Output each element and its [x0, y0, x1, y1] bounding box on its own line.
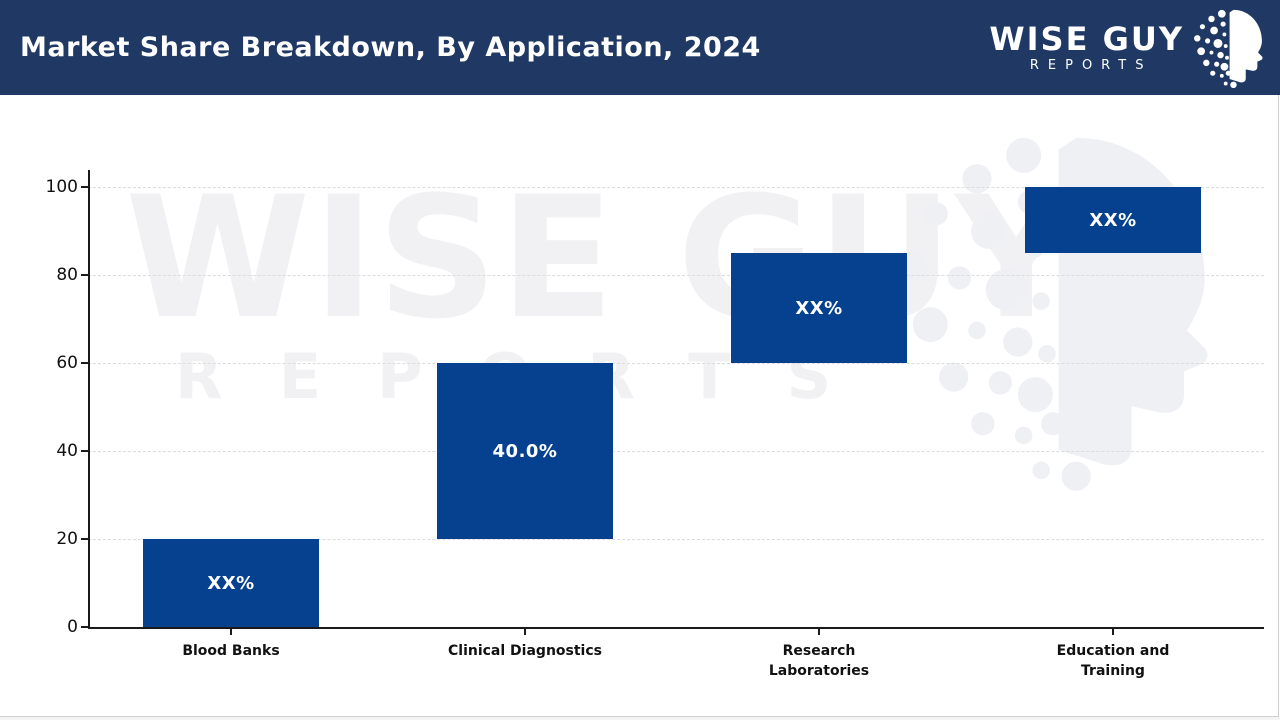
bar-education-and-training: XX%	[1025, 187, 1201, 253]
x-tick-mark	[230, 629, 232, 635]
brand-wordmark: WISE GUY REPORTS	[989, 23, 1184, 73]
x-category-label: Clinical Diagnostics	[448, 643, 602, 659]
y-tick-label: 80	[56, 265, 78, 285]
y-tick-mark	[81, 274, 88, 276]
brand-logo: WISE GUY REPORTS	[989, 6, 1266, 90]
watermark-head-icon	[872, 120, 1222, 500]
y-tick-mark	[81, 362, 88, 364]
y-gridline	[88, 363, 1264, 364]
bar-value-label: XX%	[1089, 209, 1137, 231]
x-category-label: Education and Training	[1056, 643, 1170, 680]
y-gridline	[88, 187, 1264, 188]
y-tick-label: 40	[56, 441, 78, 461]
bar-value-label: 40.0%	[492, 440, 558, 462]
wise-guy-head-icon	[1188, 6, 1266, 90]
x-axis	[88, 627, 1264, 629]
y-tick-mark	[81, 450, 88, 452]
page-margin	[0, 717, 1280, 720]
bar-clinical-diagnostics: 40.0%	[437, 363, 613, 539]
x-tick-mark	[818, 629, 820, 635]
bar-value-label: XX%	[795, 297, 843, 319]
brand-subname: REPORTS	[1029, 57, 1153, 73]
y-gridline	[88, 275, 1264, 276]
y-tick-mark	[81, 186, 88, 188]
y-tick-label: 20	[56, 529, 78, 549]
bar-blood-banks: XX%	[143, 539, 319, 627]
chart-title: Market Share Breakdown, By Application, …	[20, 32, 761, 63]
y-axis	[88, 170, 90, 627]
y-tick-mark	[81, 538, 88, 540]
header-bar: Market Share Breakdown, By Application, …	[0, 0, 1280, 95]
brand-name: WISE GUY	[989, 19, 1184, 58]
x-category-label: Blood Banks	[182, 643, 280, 659]
bar-research-laboratories: XX%	[731, 253, 907, 363]
y-tick-label: 60	[56, 353, 78, 373]
y-gridline	[88, 451, 1264, 452]
y-tick-label: 100	[45, 177, 78, 197]
bar-value-label: XX%	[207, 572, 255, 594]
y-tick-mark	[81, 626, 88, 628]
x-category-label: Research Laboratories	[768, 643, 870, 680]
x-tick-mark	[524, 629, 526, 635]
x-tick-mark	[1112, 629, 1114, 635]
y-tick-label: 0	[67, 617, 78, 637]
y-gridline	[88, 539, 1264, 540]
